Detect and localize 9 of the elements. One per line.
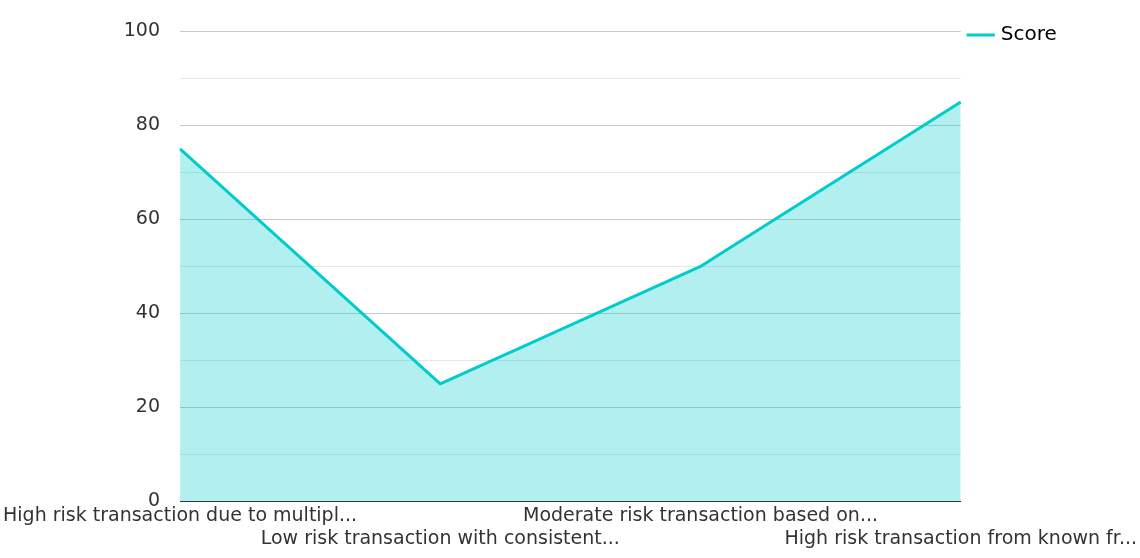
y-tick-label: 40	[135, 300, 161, 323]
x-tick-label: Low risk transaction with consistent...	[260, 525, 620, 548]
y-tick-label: 60	[135, 206, 161, 229]
x-tick-label: High risk transaction from known fr...	[784, 525, 1137, 548]
x-tick-label: Moderate risk transaction based on...	[523, 502, 878, 525]
y-tick-label: 20	[135, 394, 161, 417]
y-tick-label: 100	[123, 18, 161, 41]
y-tick-label: 80	[135, 112, 161, 135]
legend-label: Score	[1000, 21, 1057, 46]
